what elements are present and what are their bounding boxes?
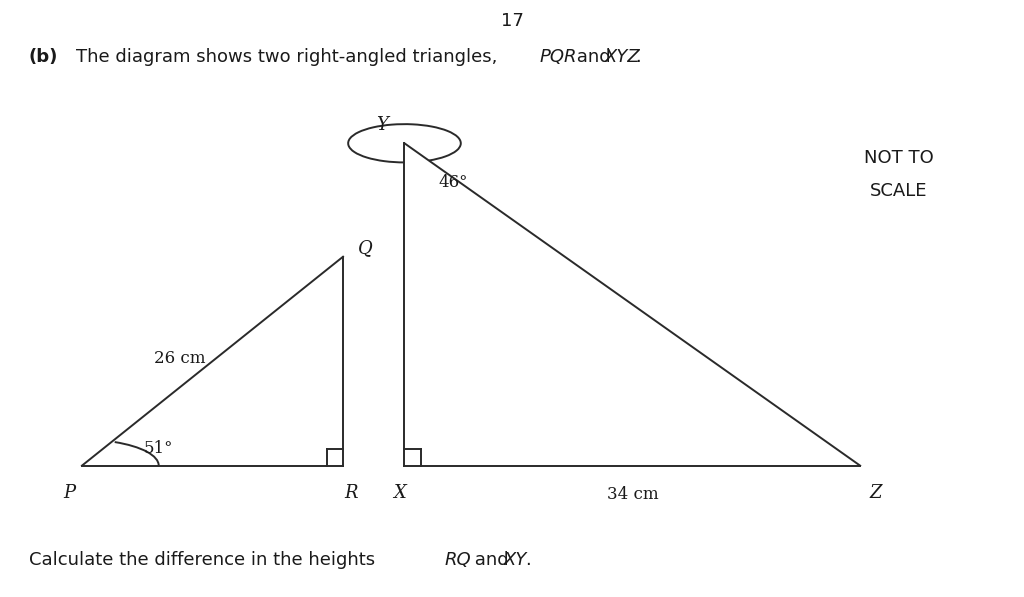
Text: XY: XY bbox=[504, 551, 527, 569]
Text: 26 cm: 26 cm bbox=[154, 350, 206, 367]
Text: .: . bbox=[635, 48, 641, 66]
Text: and: and bbox=[571, 48, 616, 66]
Text: 17: 17 bbox=[501, 12, 523, 30]
Text: XYZ: XYZ bbox=[605, 48, 641, 66]
Text: (b): (b) bbox=[29, 48, 58, 66]
Text: 34 cm: 34 cm bbox=[606, 486, 658, 503]
Text: The diagram shows two right-angled triangles,: The diagram shows two right-angled trian… bbox=[76, 48, 507, 66]
Text: Z: Z bbox=[869, 484, 882, 501]
Text: R: R bbox=[344, 484, 358, 501]
Text: Q: Q bbox=[358, 239, 373, 257]
Text: RQ: RQ bbox=[444, 551, 471, 569]
Text: .: . bbox=[525, 551, 531, 569]
Text: NOT TO: NOT TO bbox=[864, 149, 934, 167]
Text: PQR: PQR bbox=[540, 48, 578, 66]
Text: Y: Y bbox=[376, 116, 388, 134]
Text: Calculate the difference in the heights: Calculate the difference in the heights bbox=[29, 551, 381, 569]
Text: and: and bbox=[469, 551, 514, 569]
Text: SCALE: SCALE bbox=[870, 182, 928, 200]
Text: 46°: 46° bbox=[439, 174, 468, 190]
Text: X: X bbox=[393, 484, 406, 501]
Text: 51°: 51° bbox=[144, 441, 173, 457]
Text: P: P bbox=[63, 484, 76, 501]
